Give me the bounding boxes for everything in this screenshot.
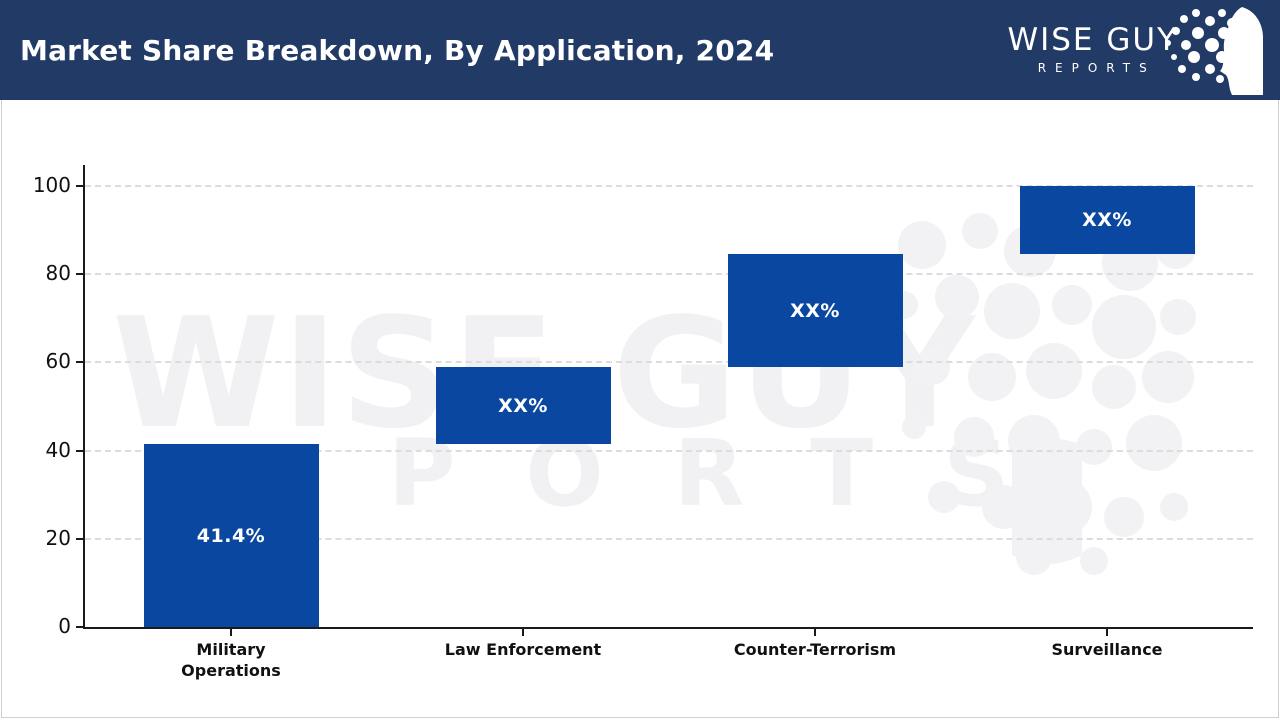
x-axis-label-military-operations: Military Operations xyxy=(181,640,281,680)
y-tick-mark-0 xyxy=(76,626,85,628)
gridline-100 xyxy=(85,185,1253,187)
y-tick-mark-40 xyxy=(76,449,85,452)
logo-face-icon xyxy=(1165,7,1264,95)
y-tick-label-0: 0 xyxy=(58,614,71,638)
x-tick-mark-surveillance xyxy=(1106,629,1108,636)
logo-text: WISE GUY REPORTS xyxy=(1007,22,1178,76)
bar-value-label-counter-terrorism: XX% xyxy=(790,299,840,322)
bar-value-label-law-enforcement: XX% xyxy=(498,394,548,417)
x-tick-mark-law-enforcement xyxy=(522,629,524,636)
x-axis-label-counter-terrorism: Counter-Terrorism xyxy=(733,640,897,659)
x-tick-mark-military-operations xyxy=(230,629,232,636)
logo-subtitle: REPORTS xyxy=(1037,61,1156,75)
gridline-80 xyxy=(85,273,1253,276)
wise-guy-logo: WISE GUY REPORTS xyxy=(1007,5,1264,95)
watermark-face-icon xyxy=(890,213,1196,575)
bar-law-enforcement: XX% xyxy=(435,367,611,445)
y-tick-label-20: 20 xyxy=(45,525,71,550)
bar-value-label-military-operations: 41.4% xyxy=(196,524,266,547)
x-axis-label-surveillance: Surveillance xyxy=(1051,640,1163,659)
y-axis xyxy=(83,165,85,629)
y-tick-mark-20 xyxy=(76,537,85,540)
logo-wordmark: WISE GUY xyxy=(1007,22,1178,58)
x-axis-label-law-enforcement: Law Enforcement xyxy=(444,640,602,659)
gridline-60 xyxy=(85,361,1253,364)
y-tick-mark-100 xyxy=(76,185,85,187)
y-tick-label-80: 80 xyxy=(45,261,71,286)
x-axis xyxy=(83,627,1253,629)
bar-counter-terrorism: XX% xyxy=(727,253,903,368)
bar-value-label-surveillance: XX% xyxy=(1082,208,1132,231)
bar-surveillance: XX% xyxy=(1019,186,1195,254)
y-tick-mark-60 xyxy=(76,361,85,364)
bar-military-operations: 41.4% xyxy=(143,444,319,627)
y-tick-label-100: 100 xyxy=(32,173,71,197)
y-tick-label-40: 40 xyxy=(45,437,71,462)
gridline-20 xyxy=(85,537,1253,540)
header: Market Share Breakdown, By Application, … xyxy=(0,0,1280,100)
y-tick-label-60: 60 xyxy=(45,349,71,374)
y-tick-mark-80 xyxy=(76,273,85,276)
x-tick-mark-counter-terrorism xyxy=(814,629,816,636)
page-title: Market Share Breakdown, By Application, … xyxy=(20,33,775,67)
gridline-40 xyxy=(85,449,1253,452)
